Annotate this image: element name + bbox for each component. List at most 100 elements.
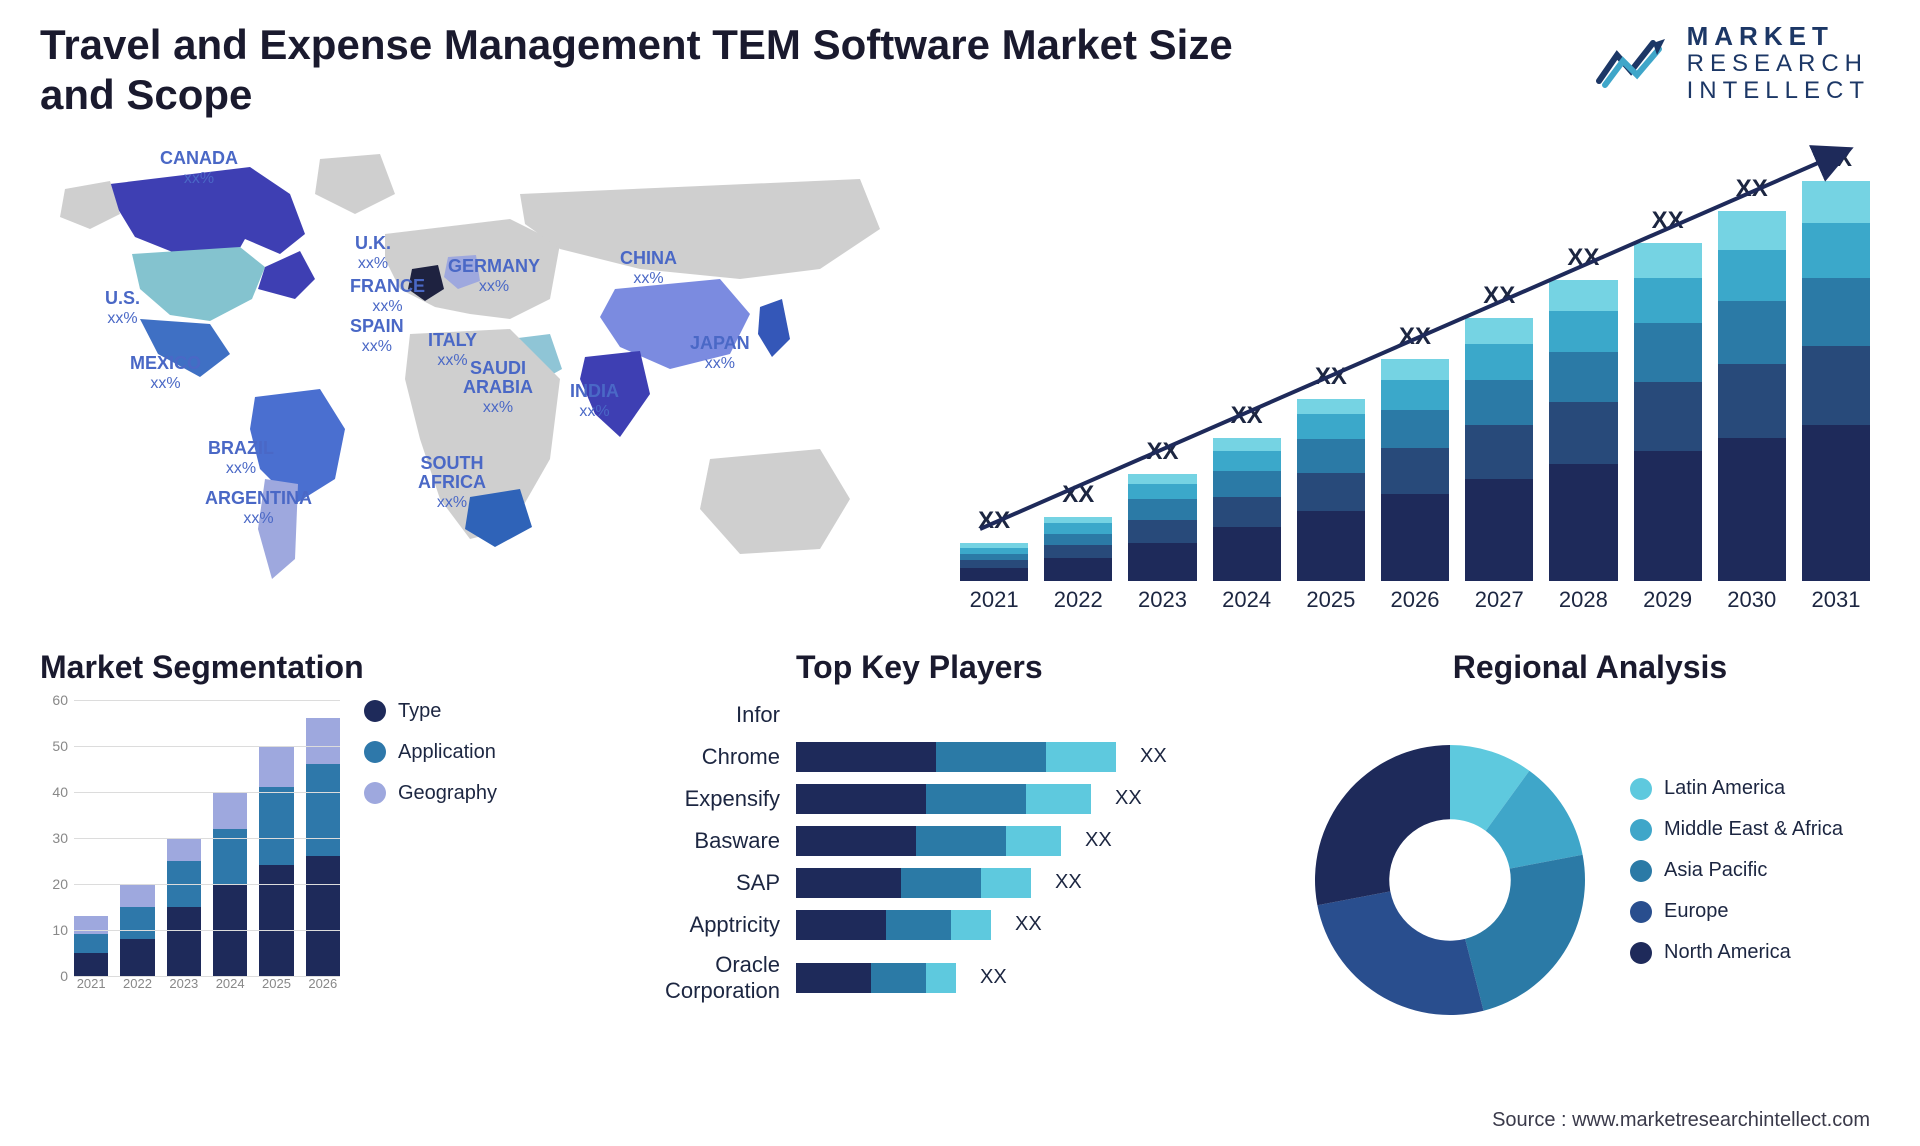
players-section: Top Key Players Infor Chrome XX Expensify XX… xyxy=(600,649,1260,1004)
player-name: Infor xyxy=(600,702,780,728)
forecast-bar-2029: XX xyxy=(1634,243,1702,581)
player-value: XX xyxy=(980,966,1007,989)
regional-donut xyxy=(1300,730,1600,1030)
player-bar xyxy=(796,963,956,993)
regional-title: Regional Analysis xyxy=(1453,649,1727,686)
forecast-bar-2027: XX xyxy=(1465,318,1533,580)
player-bar xyxy=(796,742,1116,772)
regional-legend-middle-east-africa: Middle East & Africa xyxy=(1630,818,1843,841)
segmentation-chart: 0102030405060 202120222023202420252026 xyxy=(40,700,340,1000)
player-row-oracle-corporation: Oracle Corporation XX xyxy=(600,952,1260,1004)
forecast-year-2026: 2026 xyxy=(1381,581,1449,619)
seg-legend-application: Application xyxy=(364,741,497,764)
forecast-year-2025: 2025 xyxy=(1297,581,1365,619)
forecast-year-2031: 2031 xyxy=(1802,581,1870,619)
player-name: Oracle Corporation xyxy=(600,952,780,1004)
forecast-bar-2021: XX xyxy=(960,543,1028,581)
forecast-bar-2023: XX xyxy=(1128,474,1196,581)
forecast-year-2029: 2029 xyxy=(1634,581,1702,619)
segmentation-legend: TypeApplicationGeography xyxy=(364,700,497,823)
map-japan-shape xyxy=(758,299,790,357)
forecast-bar-2031: XX xyxy=(1802,181,1870,581)
regional-legend: Latin America Middle East & Africa Asia Pa… xyxy=(1630,777,1843,982)
brand-line3: INTELLECT xyxy=(1687,78,1870,105)
map-alaska xyxy=(60,181,120,229)
seg-bar-2025 xyxy=(259,746,293,976)
brand-logo: MARKET RESEARCH INTELLECT xyxy=(1595,22,1870,105)
map-label-brazil: BRAZILxx% xyxy=(208,439,274,478)
player-value: XX xyxy=(1015,913,1042,936)
map-us-east xyxy=(258,251,315,299)
regional-section: Regional Analysis Latin America Middle Ea… xyxy=(1300,649,1880,1030)
map-label-safrica: SOUTHAFRICAxx% xyxy=(418,454,486,512)
segmentation-title: Market Segmentation xyxy=(40,649,560,686)
world-map: CANADAxx%U.S.xx%MEXICOxx%BRAZILxx%ARGENT… xyxy=(40,139,920,619)
map-russia-blob xyxy=(520,179,880,279)
donut-slice-europe xyxy=(1317,891,1483,1015)
source-attribution: Source : www.marketresearchintellect.com xyxy=(1492,1109,1870,1132)
forecast-bar-2022: XX xyxy=(1044,517,1112,581)
player-value: XX xyxy=(1115,787,1142,810)
map-label-india: INDIAxx% xyxy=(570,382,619,421)
player-name: SAP xyxy=(600,870,780,896)
player-bar xyxy=(796,910,991,940)
forecast-year-2028: 2028 xyxy=(1549,581,1617,619)
brand-icon xyxy=(1595,33,1673,93)
player-row-chrome: Chrome XX xyxy=(600,742,1260,772)
map-label-saudi: SAUDIARABIAxx% xyxy=(463,359,533,417)
player-row-expensify: Expensify XX xyxy=(600,784,1260,814)
forecast-value-label: XX xyxy=(1297,363,1365,391)
forecast-bar-2024: XX xyxy=(1213,438,1281,581)
brand-line2: RESEARCH xyxy=(1687,51,1870,78)
forecast-value-label: XX xyxy=(1634,207,1702,235)
map-us-shape xyxy=(132,247,265,321)
seg-bar-2023 xyxy=(167,838,201,976)
page-title: Travel and Expense Management TEM Softwa… xyxy=(40,20,1290,121)
player-value: XX xyxy=(1140,745,1167,768)
forecast-chart: XXXXXXXXXXXXXXXXXXXXXX 20212022202320242… xyxy=(960,139,1880,619)
forecast-value-label: XX xyxy=(1044,481,1112,509)
player-name: Expensify xyxy=(600,786,780,812)
regional-legend-latin-america: Latin America xyxy=(1630,777,1843,800)
player-value: XX xyxy=(1085,829,1112,852)
player-name: Basware xyxy=(600,828,780,854)
forecast-year-2027: 2027 xyxy=(1465,581,1533,619)
regional-legend-asia-pacific: Asia Pacific xyxy=(1630,859,1843,882)
forecast-value-label: XX xyxy=(1128,438,1196,466)
brand-line1: MARKET xyxy=(1687,22,1870,51)
segmentation-section: Market Segmentation 0102030405060 202120… xyxy=(40,649,560,1000)
forecast-value-label: XX xyxy=(1381,323,1449,351)
forecast-value-label: XX xyxy=(960,507,1028,535)
forecast-bar-2028: XX xyxy=(1549,280,1617,581)
map-label-argentina: ARGENTINAxx% xyxy=(205,489,312,528)
forecast-value-label: XX xyxy=(1213,402,1281,430)
forecast-year-2021: 2021 xyxy=(960,581,1028,619)
seg-bar-2026 xyxy=(306,718,340,976)
forecast-value-label: XX xyxy=(1718,175,1786,203)
donut-slice-asia-pacific xyxy=(1465,854,1585,1010)
player-name: Chrome xyxy=(600,744,780,770)
regional-legend-europe: Europe xyxy=(1630,900,1843,923)
forecast-year-2022: 2022 xyxy=(1044,581,1112,619)
map-label-canada: CANADAxx% xyxy=(160,149,238,188)
map-label-china: CHINAxx% xyxy=(620,249,677,288)
forecast-value-label: XX xyxy=(1802,145,1870,173)
forecast-bar-2030: XX xyxy=(1718,211,1786,580)
forecast-bar-2025: XX xyxy=(1297,399,1365,581)
player-bar xyxy=(796,826,1061,856)
player-row-sap: SAPXX xyxy=(600,868,1260,898)
map-label-germany: GERMANYxx% xyxy=(448,257,540,296)
players-title: Top Key Players xyxy=(796,649,1260,686)
map-australia-blob xyxy=(700,449,850,554)
forecast-year-2024: 2024 xyxy=(1213,581,1281,619)
forecast-value-label: XX xyxy=(1465,282,1533,310)
seg-legend-type: Type xyxy=(364,700,497,723)
map-greenland xyxy=(315,154,395,214)
map-label-us: U.S.xx% xyxy=(105,289,140,328)
map-label-uk: U.K.xx% xyxy=(355,234,391,273)
regional-legend-north-america: North America xyxy=(1630,941,1843,964)
player-bar xyxy=(796,868,1031,898)
player-name: Apptricity xyxy=(600,912,780,938)
map-label-japan: JAPANxx% xyxy=(690,334,750,373)
seg-bar-2021 xyxy=(74,916,108,976)
